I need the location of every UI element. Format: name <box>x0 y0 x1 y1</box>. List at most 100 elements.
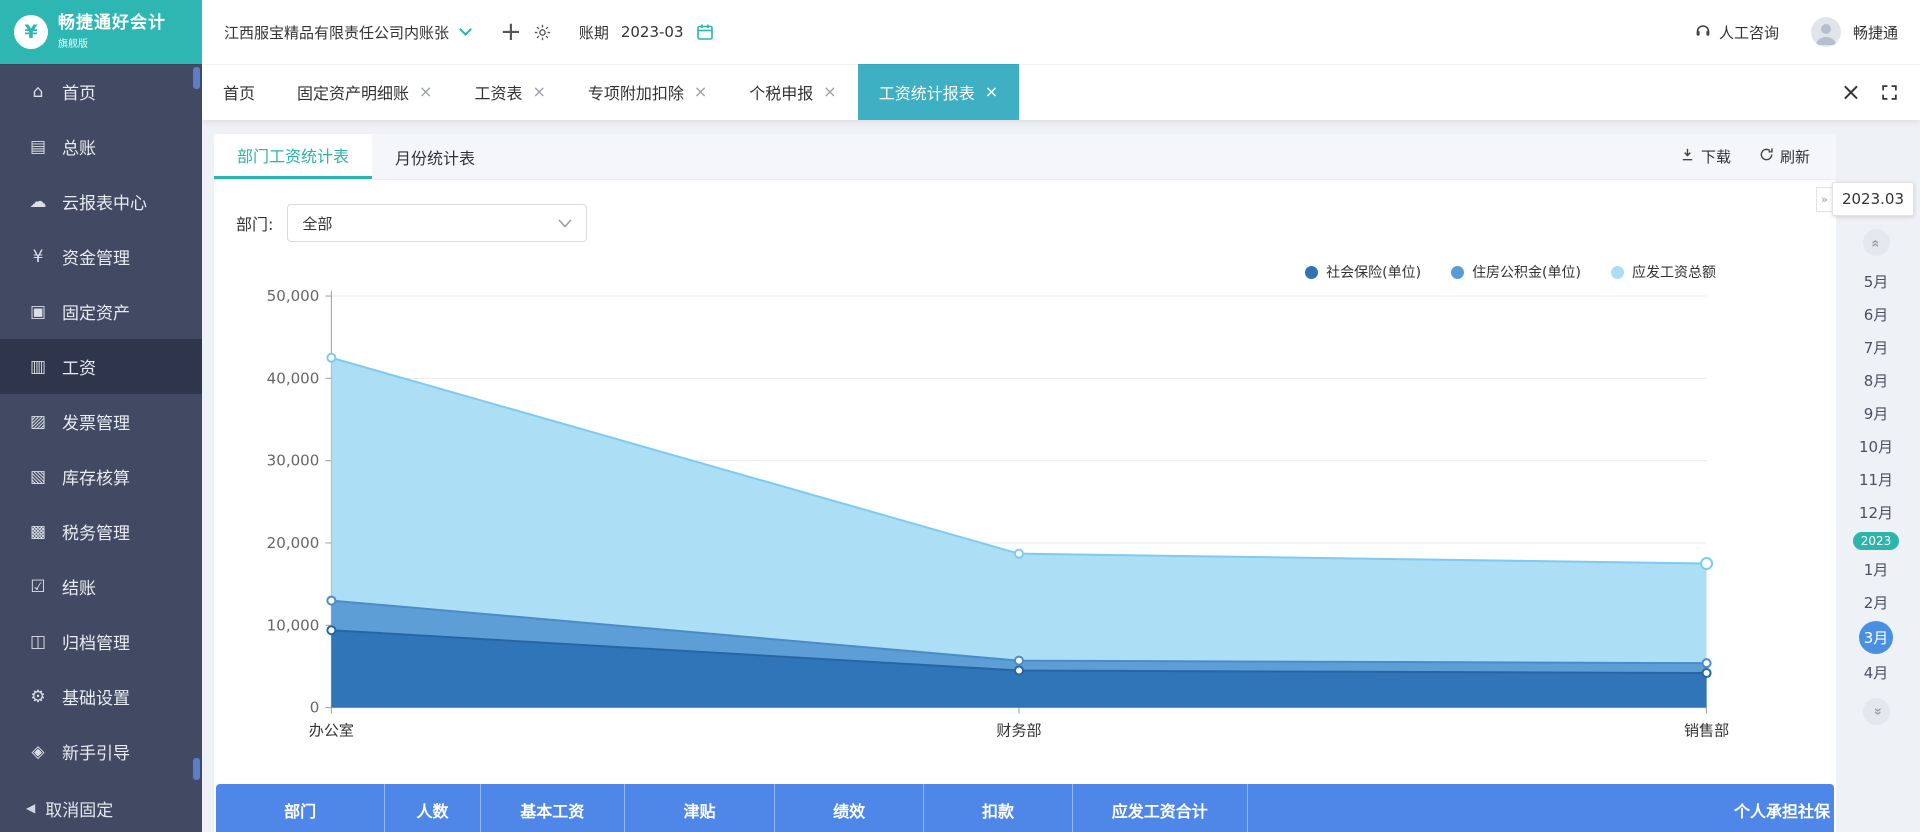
close-tab-button[interactable]: × <box>1840 78 1861 106</box>
sidebar-item[interactable]: ▧ 库存核算 <box>0 449 202 504</box>
subtab[interactable]: 部门工资统计表 <box>214 134 373 179</box>
tab[interactable]: 工资统计报表 × <box>857 64 1020 120</box>
fullscreen-icon[interactable] <box>1881 84 1898 101</box>
tab-label: 固定资产明细账 <box>297 84 410 103</box>
company-selector[interactable]: 江西服宝精品有限责任公司内账张 <box>224 22 472 43</box>
cloud-report-icon: ☁ <box>29 191 47 212</box>
month-item[interactable]: 1月 <box>1863 561 1889 579</box>
table-column-header[interactable]: 绩效 <box>774 783 923 832</box>
scrollbar-thumb-bottom[interactable] <box>193 758 200 780</box>
month-item[interactable]: 10月 <box>1858 438 1894 456</box>
unpin-sidebar-button[interactable]: ◀ 取消固定 <box>0 784 202 832</box>
sidebar-item[interactable]: ¥ 资金管理 <box>0 229 202 284</box>
close-tab-icon[interactable]: × <box>693 82 708 101</box>
close-tab-icon[interactable]: × <box>823 82 837 101</box>
sidebar-item[interactable]: ☑ 结账 <box>0 559 202 614</box>
svg-text:20,000: 20,000 <box>267 534 320 552</box>
month-item[interactable]: 11月 <box>1858 471 1894 489</box>
calendar-icon[interactable] <box>696 23 714 41</box>
svg-text:10,000: 10,000 <box>267 616 320 634</box>
inventory-icon: ▧ <box>29 466 47 487</box>
table-column-header[interactable]: 基本工资 <box>479 783 624 832</box>
collapse-left-icon: ◀ <box>26 801 36 815</box>
month-item[interactable]: 5月 <box>1863 273 1889 291</box>
tab-label: 个税申报 <box>749 84 814 103</box>
tab[interactable]: 工资表 × <box>453 64 566 120</box>
month-item[interactable]: 6月 <box>1863 306 1889 324</box>
sidebar-item-label: 结账 <box>62 579 96 599</box>
subtab[interactable]: 月份统计表 <box>395 148 476 168</box>
month-item[interactable]: 7月 <box>1863 339 1889 357</box>
svg-text:办公室: 办公室 <box>309 722 354 740</box>
department-select[interactable]: 全部 <box>287 204 588 242</box>
table-column-header[interactable]: 部门 <box>216 784 384 832</box>
sidebar-item[interactable]: ☁ 云报表中心 <box>0 174 202 229</box>
salary-area-chart: 0 10,000 20,000 30,000 40,000 50,000 办公室 财务部 销售部 <box>214 282 1836 754</box>
sidebar-item[interactable]: ▩ 税务管理 <box>0 504 202 559</box>
app-title: 畅捷通好会计 <box>58 12 166 33</box>
sidebar-item[interactable]: ▨ 发票管理 <box>0 394 202 449</box>
user-name[interactable]: 畅捷通 <box>1852 23 1898 42</box>
closing-icon: ☑ <box>30 576 46 597</box>
month-item[interactable]: 12月 <box>1858 504 1894 522</box>
period-value[interactable]: 2023-03 <box>620 23 684 41</box>
tab[interactable]: 固定资产明细账 × <box>276 64 453 120</box>
table-column-header[interactable]: 津贴 <box>623 783 774 832</box>
scrollbar-thumb-top[interactable] <box>193 67 200 89</box>
tab[interactable]: 首页 <box>202 64 276 120</box>
tab[interactable]: 个税申报 × <box>728 64 857 120</box>
archive-icon: ◫ <box>29 631 47 652</box>
tab-label: 首页 <box>223 84 256 103</box>
table-column-header[interactable]: 个人承担社保 <box>1246 783 1834 832</box>
months-list: 5月 6月 7月 8月 9月 10月 11月 12月 2023 1月 2月 3月 4月 <box>1852 265 1900 689</box>
month-item[interactable]: 4月 <box>1863 664 1889 682</box>
legend-item[interactable]: 应发工资总额 <box>1611 262 1716 282</box>
close-tab-icon[interactable]: × <box>419 82 433 101</box>
support-label: 人工咨询 <box>1718 23 1779 42</box>
sidebar-item[interactable]: ▣ 固定资产 <box>0 284 202 339</box>
download-button[interactable]: 下载 <box>1680 146 1731 167</box>
table-column-header[interactable]: 人数 <box>384 783 479 832</box>
table-column-label: 人数 <box>416 801 449 821</box>
svg-text:40,000: 40,000 <box>267 369 320 387</box>
table-column-header[interactable]: 扣款 <box>923 783 1072 832</box>
close-tab-icon[interactable]: × <box>984 82 999 101</box>
close-tab-icon[interactable]: × <box>532 82 546 101</box>
sidebar-item[interactable]: ◈ 新手引导 <box>0 724 202 779</box>
legend-item[interactable]: 社会保险(单位) <box>1305 262 1421 282</box>
funds-icon: ¥ <box>32 246 44 267</box>
panel-collapse-handle[interactable]: » <box>1815 186 1832 212</box>
svg-text:30,000: 30,000 <box>267 452 320 470</box>
headset-icon <box>1694 21 1712 43</box>
download-label: 下载 <box>1700 148 1731 166</box>
month-item[interactable]: 8月 <box>1863 372 1889 390</box>
user-avatar[interactable] <box>1810 17 1841 47</box>
month-item[interactable]: 9月 <box>1863 405 1889 423</box>
sidebar-item[interactable]: ▥ 工资 <box>0 339 202 394</box>
app-edition: 旗舰版 <box>58 39 88 51</box>
add-button[interactable]: + <box>500 17 522 47</box>
month-item[interactable]: 3月 <box>1858 621 1893 654</box>
months-scroll-up-button[interactable]: « <box>1862 229 1890 256</box>
months-scroll-down-button[interactable]: « <box>1862 698 1890 725</box>
main-content: 部门工资统计表 月份统计表 下载 刷新 部门: 全部 社会保险(单位) 住房公积金(… <box>202 120 1920 832</box>
top-header: ¥ 畅捷通好会计 旗舰版 江西服宝精品有限责任公司内账张 + 账期 2023-0… <box>0 0 1920 64</box>
sidebar-item-label: 固定资产 <box>62 304 130 324</box>
svg-text:财务部: 财务部 <box>996 722 1041 740</box>
refresh-button[interactable]: 刷新 <box>1759 146 1810 167</box>
settings-gear-icon[interactable] <box>534 24 551 41</box>
tab[interactable]: 专项附加扣除 × <box>567 64 728 120</box>
sidebar-item-label: 归档管理 <box>62 634 130 654</box>
legend-item[interactable]: 住房公积金(单位) <box>1451 262 1581 282</box>
sidebar-item[interactable]: ⚙ 基础设置 <box>0 669 202 724</box>
chevron-down-icon <box>459 23 472 36</box>
sidebar-scrollbar[interactable] <box>193 67 200 780</box>
sidebar-item[interactable]: ▤ 总账 <box>0 119 202 174</box>
salary-table-header: 部门 人数 基本工资 津贴 绩效 扣款 应发工资合计 个人承担社保 <box>216 783 1834 832</box>
table-column-header[interactable]: 应发工资合计 <box>1071 783 1247 832</box>
support-button[interactable]: 人工咨询 <box>1694 21 1779 43</box>
table-column-label: 应发工资合计 <box>1111 801 1208 821</box>
month-item[interactable]: 2月 <box>1863 594 1889 612</box>
sidebar-item[interactable]: ◫ 归档管理 <box>0 614 202 669</box>
sidebar-item[interactable]: ⌂ 首页 <box>0 64 202 119</box>
